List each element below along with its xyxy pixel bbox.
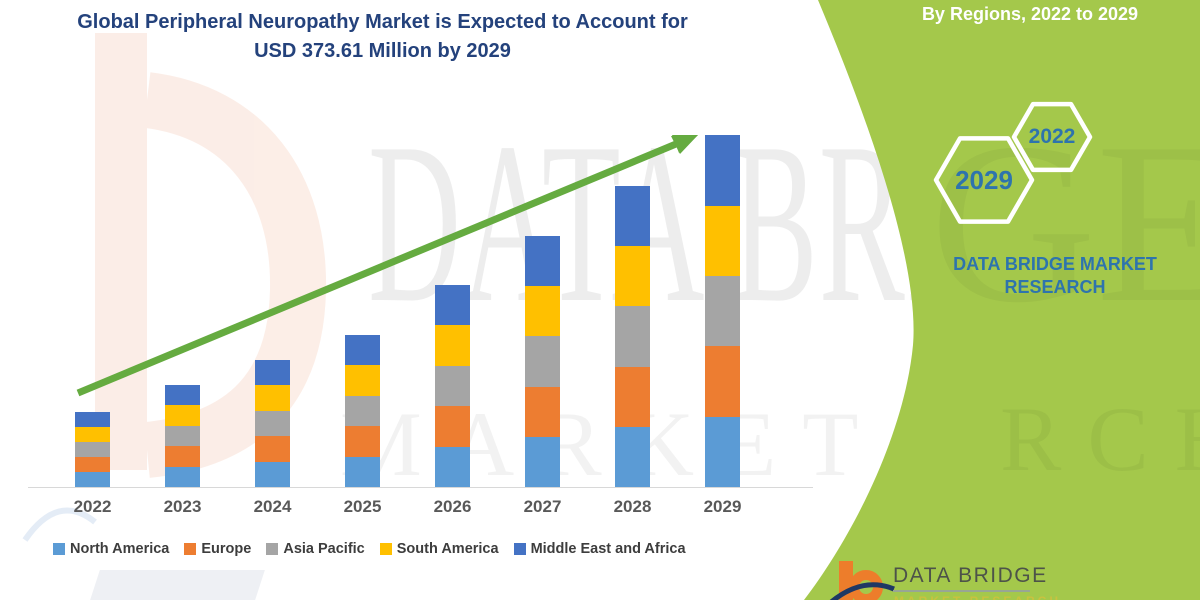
- bar-segment-europe: [705, 346, 740, 417]
- x-axis-label-2028: 2028: [613, 497, 652, 516]
- bar-segment-north-america: [615, 426, 650, 487]
- bar-segment-asia-pacific: [255, 410, 290, 437]
- x-axis-line: [28, 487, 813, 488]
- x-axis-label-2022: 2022: [73, 497, 112, 516]
- legend-swatch-icon: [184, 543, 197, 555]
- legend-item-north-america: North America: [53, 541, 169, 557]
- bar-segment-north-america: [525, 436, 560, 487]
- legend-item-europe: Europe: [184, 541, 251, 557]
- legend-swatch-icon: [53, 543, 65, 555]
- bar-segment-europe: [165, 446, 200, 467]
- x-axis-label-2027: 2027: [523, 497, 562, 516]
- svg-text:RCH: RCH: [1000, 388, 1200, 490]
- legend-label: Asia Pacific: [283, 541, 365, 557]
- bar-segment-asia-pacific: [705, 275, 740, 347]
- legend-item-south-america: South America: [379, 541, 499, 557]
- bar-segment-middle-east-and-africa: [75, 412, 110, 428]
- bar-segment-north-america: [705, 416, 740, 487]
- legend-item-middle-east-and-africa: Middle East and Africa: [513, 541, 686, 557]
- bar-segment-asia-pacific: [165, 425, 200, 447]
- bar-segment-south-america: [75, 427, 110, 443]
- legend-label: Middle East and Africa: [530, 541, 686, 557]
- bar-segment-europe: [345, 426, 380, 457]
- hexagon-2029-label: 2029: [955, 165, 1013, 195]
- stacked-bar-2022: [75, 412, 110, 487]
- x-axis-label-2026: 2026: [433, 497, 472, 516]
- bar-segment-south-america: [165, 405, 200, 426]
- bar-segment-north-america: [75, 472, 110, 487]
- bar-segment-north-america: [165, 466, 200, 487]
- hexagon-outlines: [933, 101, 1093, 224]
- bar-segment-europe: [255, 436, 290, 462]
- bar-segment-north-america: [345, 456, 380, 487]
- bar-segment-europe: [435, 406, 470, 447]
- legend-label: Europe: [201, 541, 252, 557]
- bar-segment-asia-pacific: [345, 395, 380, 427]
- bar-segment-north-america: [435, 446, 470, 487]
- x-axis-label-2024: 2024: [253, 497, 292, 516]
- footer-logo-underline: [893, 590, 1030, 592]
- bar-segment-south-america: [705, 205, 740, 276]
- hexagon-2022-label: 2022: [1028, 125, 1076, 148]
- legend: North America Europe Asia Pacific South Ame…: [53, 541, 686, 557]
- legend-item-asia-pacific: Asia Pacific: [266, 541, 365, 557]
- bar-segment-middle-east-and-africa: [705, 135, 740, 206]
- chart-title: Global Peripheral Neuropathy Market is E…: [25, 8, 740, 66]
- bar-segment-north-america: [255, 461, 290, 487]
- legend-label: South America: [396, 541, 499, 557]
- legend-label: North America: [70, 541, 170, 557]
- x-axis-label-2025: 2025: [343, 497, 382, 516]
- bar-segment-europe: [75, 457, 110, 473]
- panel-brand-text: DATA BRIDGE MARKET RESEARCH: [953, 254, 1157, 298]
- x-axis-label-2029: 2029: [703, 497, 742, 516]
- legend-swatch-icon: [379, 543, 392, 555]
- panel-heading: By Regions, 2022 to 2029: [921, 4, 1139, 24]
- legend-swatch-icon: [513, 543, 526, 555]
- chart-title-line2: USD 373.61 Million by 2029: [254, 40, 511, 62]
- footer-logo-name: DATA BRIDGE: [893, 564, 1048, 587]
- bar-segment-asia-pacific: [75, 442, 110, 458]
- stacked-bar-2029: [705, 135, 740, 487]
- x-axis-label-2023: 2023: [163, 497, 202, 516]
- chart-title-line1: Global Peripheral Neuropathy Market is E…: [77, 11, 688, 33]
- footer-logo-subtext: MARKET RESEARCH: [894, 594, 1061, 600]
- legend-swatch-icon: [266, 543, 279, 555]
